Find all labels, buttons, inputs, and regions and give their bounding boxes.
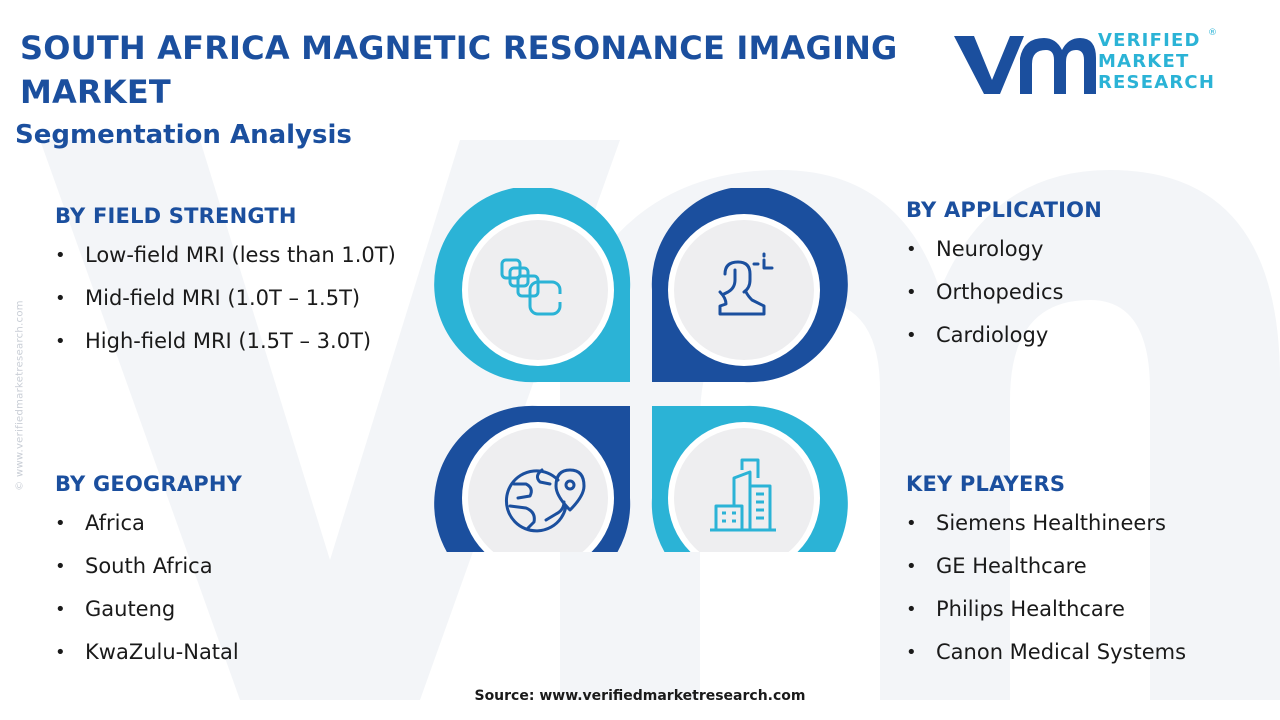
- list-item: Siemens Healthineers: [906, 502, 1266, 545]
- segment-heading-field-strength: BY FIELD STRENGTH: [55, 204, 297, 228]
- list-item: Low-field MRI (less than 1.0T): [55, 234, 425, 277]
- segment-geography: BY GEOGRAPHY Africa South Africa Gauteng…: [55, 472, 415, 674]
- layers-icon: [500, 258, 562, 316]
- petal-top-left: [434, 188, 631, 383]
- side-credit: © www.verifiedmarketresearch.com: [14, 300, 26, 491]
- list-item: Orthopedics: [906, 271, 1266, 314]
- list-item: Cardiology: [906, 314, 1266, 357]
- list-item: Africa: [55, 502, 415, 545]
- list-item: KwaZulu-Natal: [55, 631, 415, 674]
- list-item: High-field MRI (1.5T – 3.0T): [55, 320, 425, 363]
- logo-text: VERIFIED MARKET RESEARCH: [1098, 30, 1215, 93]
- list-item: Philips Healthcare: [906, 588, 1266, 631]
- list-item: Gauteng: [55, 588, 415, 631]
- vmr-logo-mark: [954, 36, 1096, 94]
- registered-mark: ®: [1208, 28, 1217, 38]
- list-item: South Africa: [55, 545, 415, 588]
- segment-key-players: KEY PLAYERS Siemens Healthineers GE Heal…: [906, 472, 1266, 674]
- segment-application: BY APPLICATION Neurology Orthopedics Car…: [906, 198, 1266, 357]
- logo-line-research: RESEARCH: [1098, 72, 1216, 93]
- petal-top-right: [651, 188, 848, 383]
- globe-location-icon: [504, 468, 586, 533]
- segment-heading-application: BY APPLICATION: [906, 198, 1103, 222]
- segmentation-diagram: [434, 188, 848, 552]
- page-title: SOUTH AFRICA MAGNETIC RESONANCE IMAGING …: [20, 29, 898, 111]
- list-item: Neurology: [906, 228, 1266, 271]
- buildings-icon: [710, 458, 776, 532]
- logo-line-verified: VERIFIED: [1098, 30, 1201, 51]
- page-subtitle: Segmentation Analysis: [15, 120, 352, 150]
- list-item: GE Healthcare: [906, 545, 1266, 588]
- segment-heading-key-players: KEY PLAYERS: [906, 472, 1066, 496]
- segment-field-strength: BY FIELD STRENGTH Low-field MRI (less th…: [55, 204, 425, 363]
- logo-line-market: MARKET: [1098, 51, 1190, 72]
- segment-heading-geography: BY GEOGRAPHY: [55, 472, 243, 496]
- petal-bottom-right: [651, 405, 848, 552]
- list-item: Canon Medical Systems: [906, 631, 1266, 674]
- petal-bottom-left: [434, 405, 631, 552]
- source-credit: Source: www.verifiedmarketresearch.com: [474, 688, 806, 704]
- list-item: Mid-field MRI (1.0T – 1.5T): [55, 277, 425, 320]
- user-scan-icon: [718, 252, 774, 316]
